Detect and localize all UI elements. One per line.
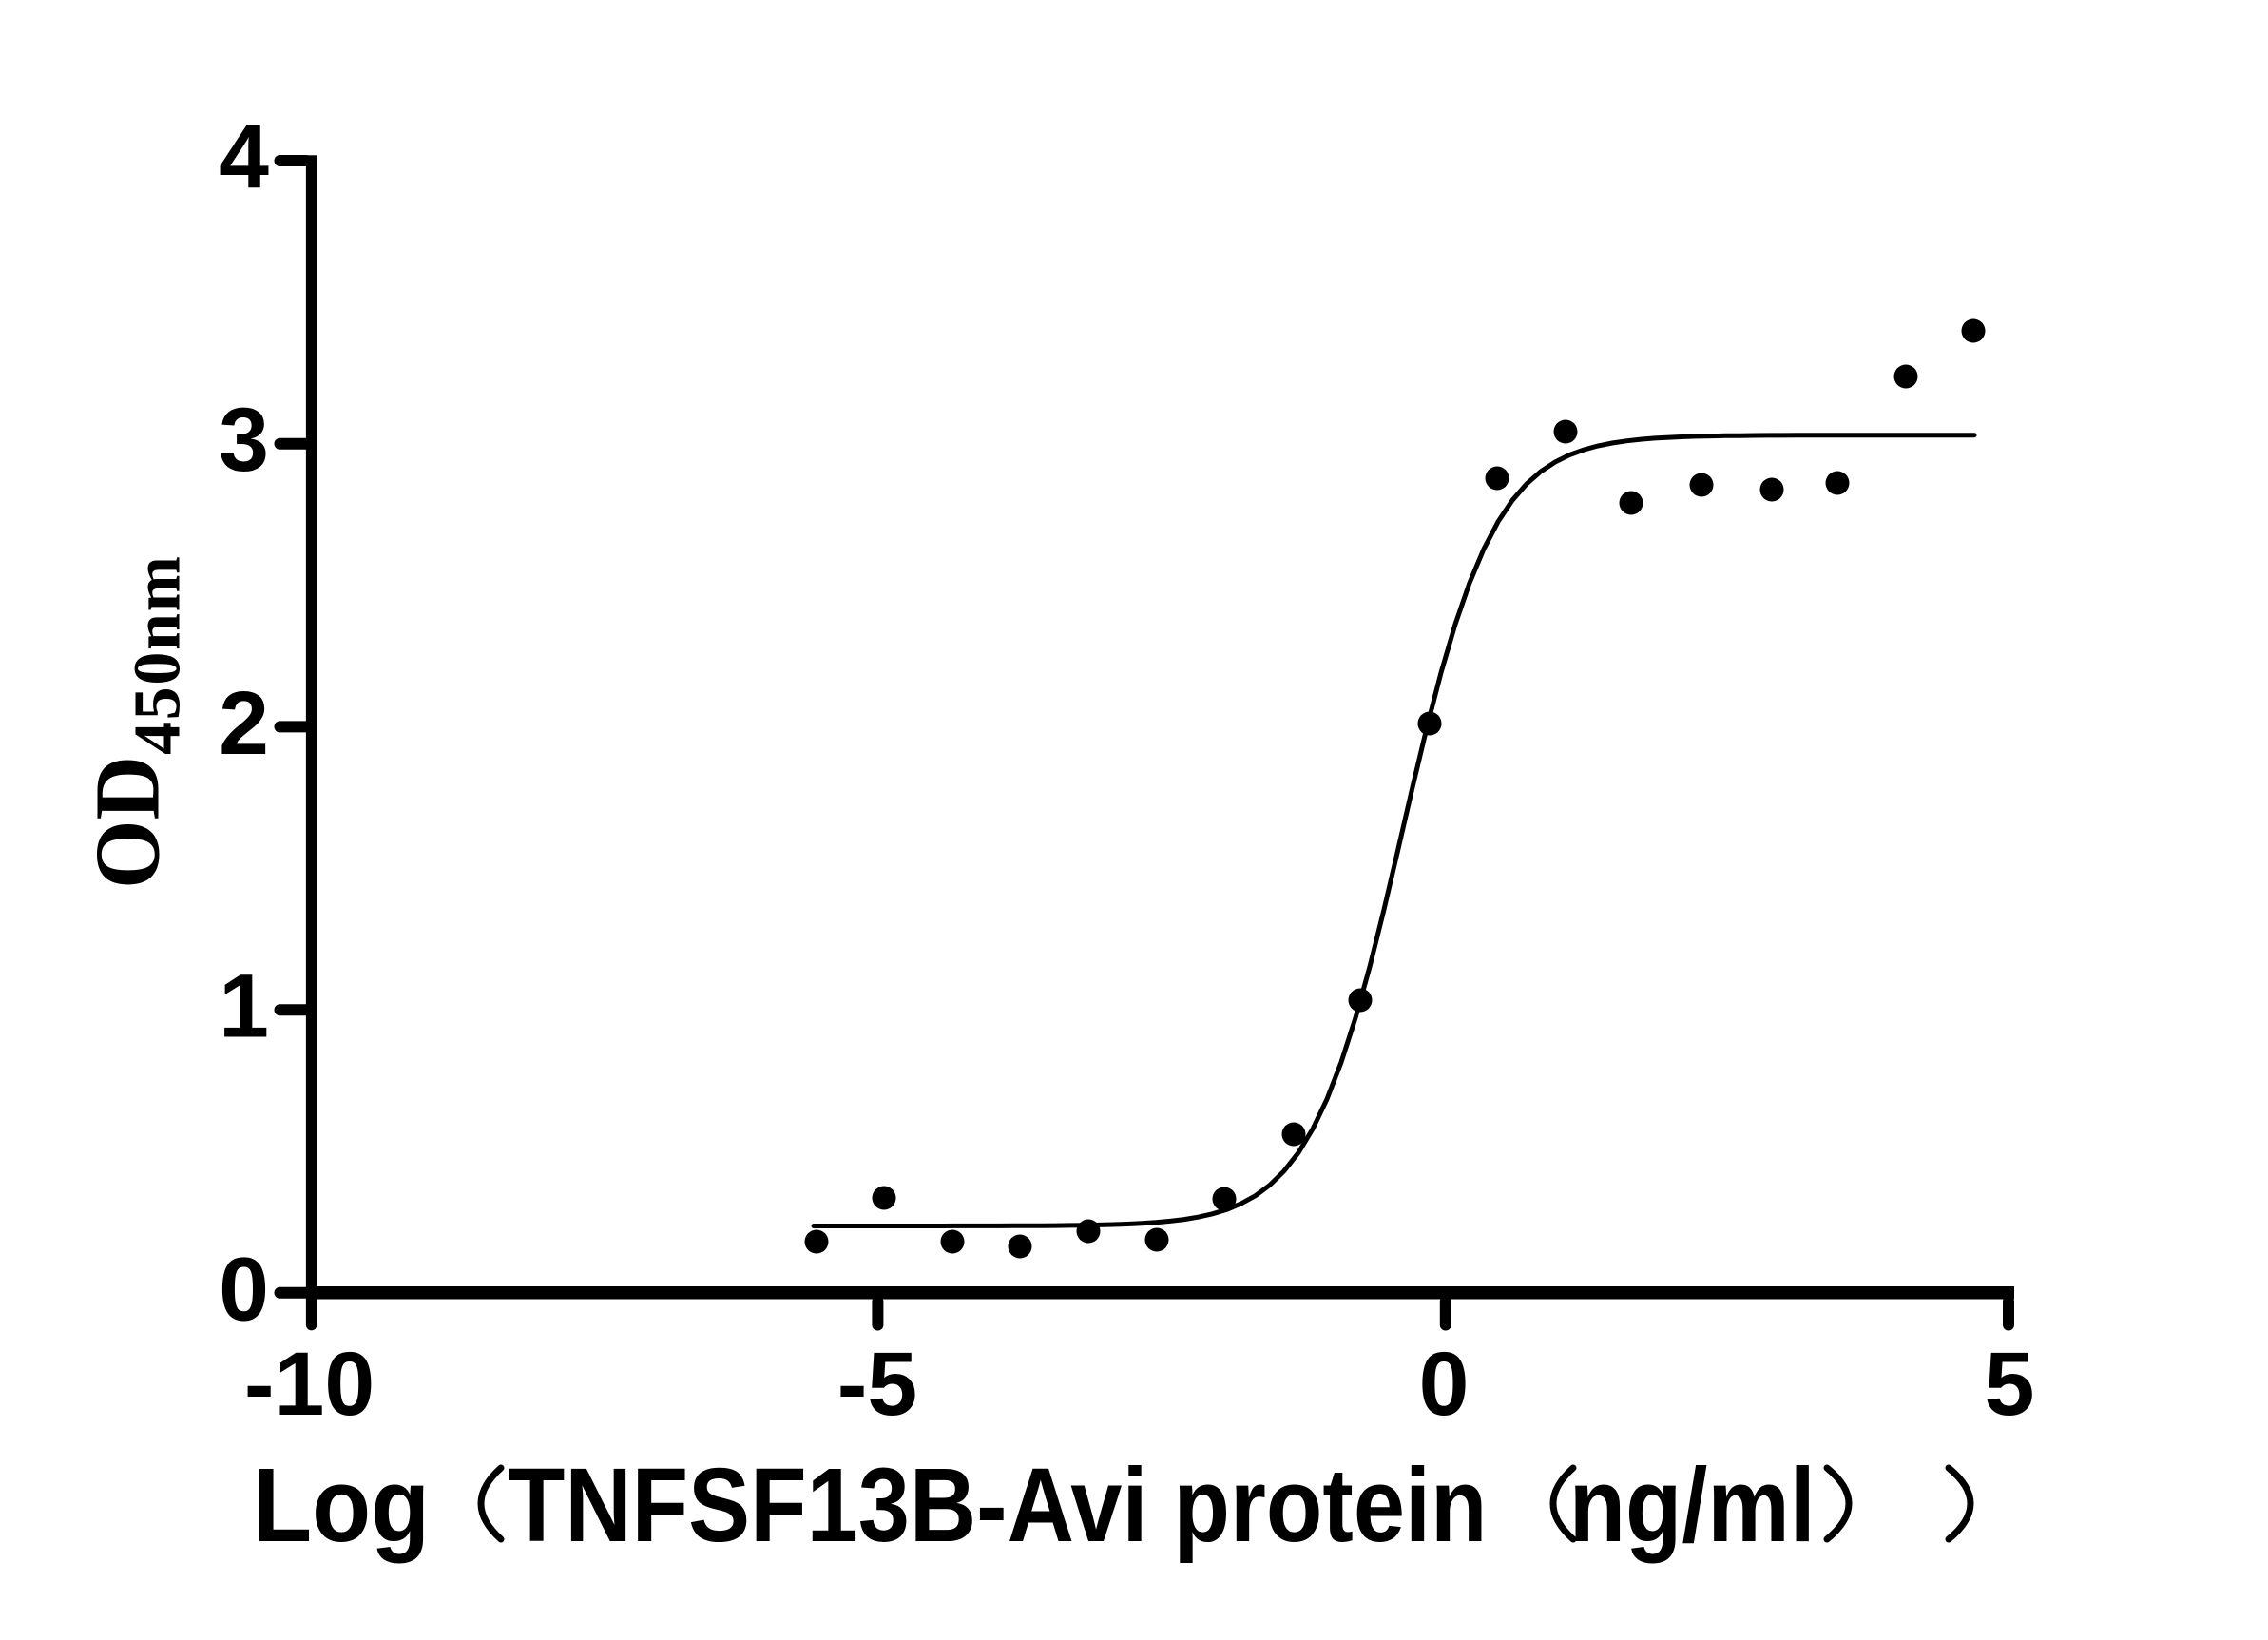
svg-text:450nm: 450nm: [122, 556, 195, 755]
svg-text:2: 2: [219, 673, 269, 774]
svg-text:4: 4: [219, 107, 269, 208]
svg-text:TNFSF13B-Avi protein: TNFSF13B-Avi protein: [509, 1447, 1488, 1564]
svg-text:5: 5: [1985, 1334, 2035, 1435]
svg-text:ng/ml: ng/ml: [1569, 1447, 1816, 1564]
svg-text:-10: -10: [244, 1334, 375, 1435]
svg-text:Log: Log: [253, 1447, 430, 1564]
svg-text:0: 0: [219, 1239, 269, 1340]
svg-text:1: 1: [219, 956, 269, 1057]
svg-text:OD: OD: [77, 756, 180, 889]
svg-text:0: 0: [1419, 1334, 1470, 1435]
svg-text:3: 3: [219, 390, 269, 491]
svg-text:-5: -5: [837, 1334, 917, 1435]
